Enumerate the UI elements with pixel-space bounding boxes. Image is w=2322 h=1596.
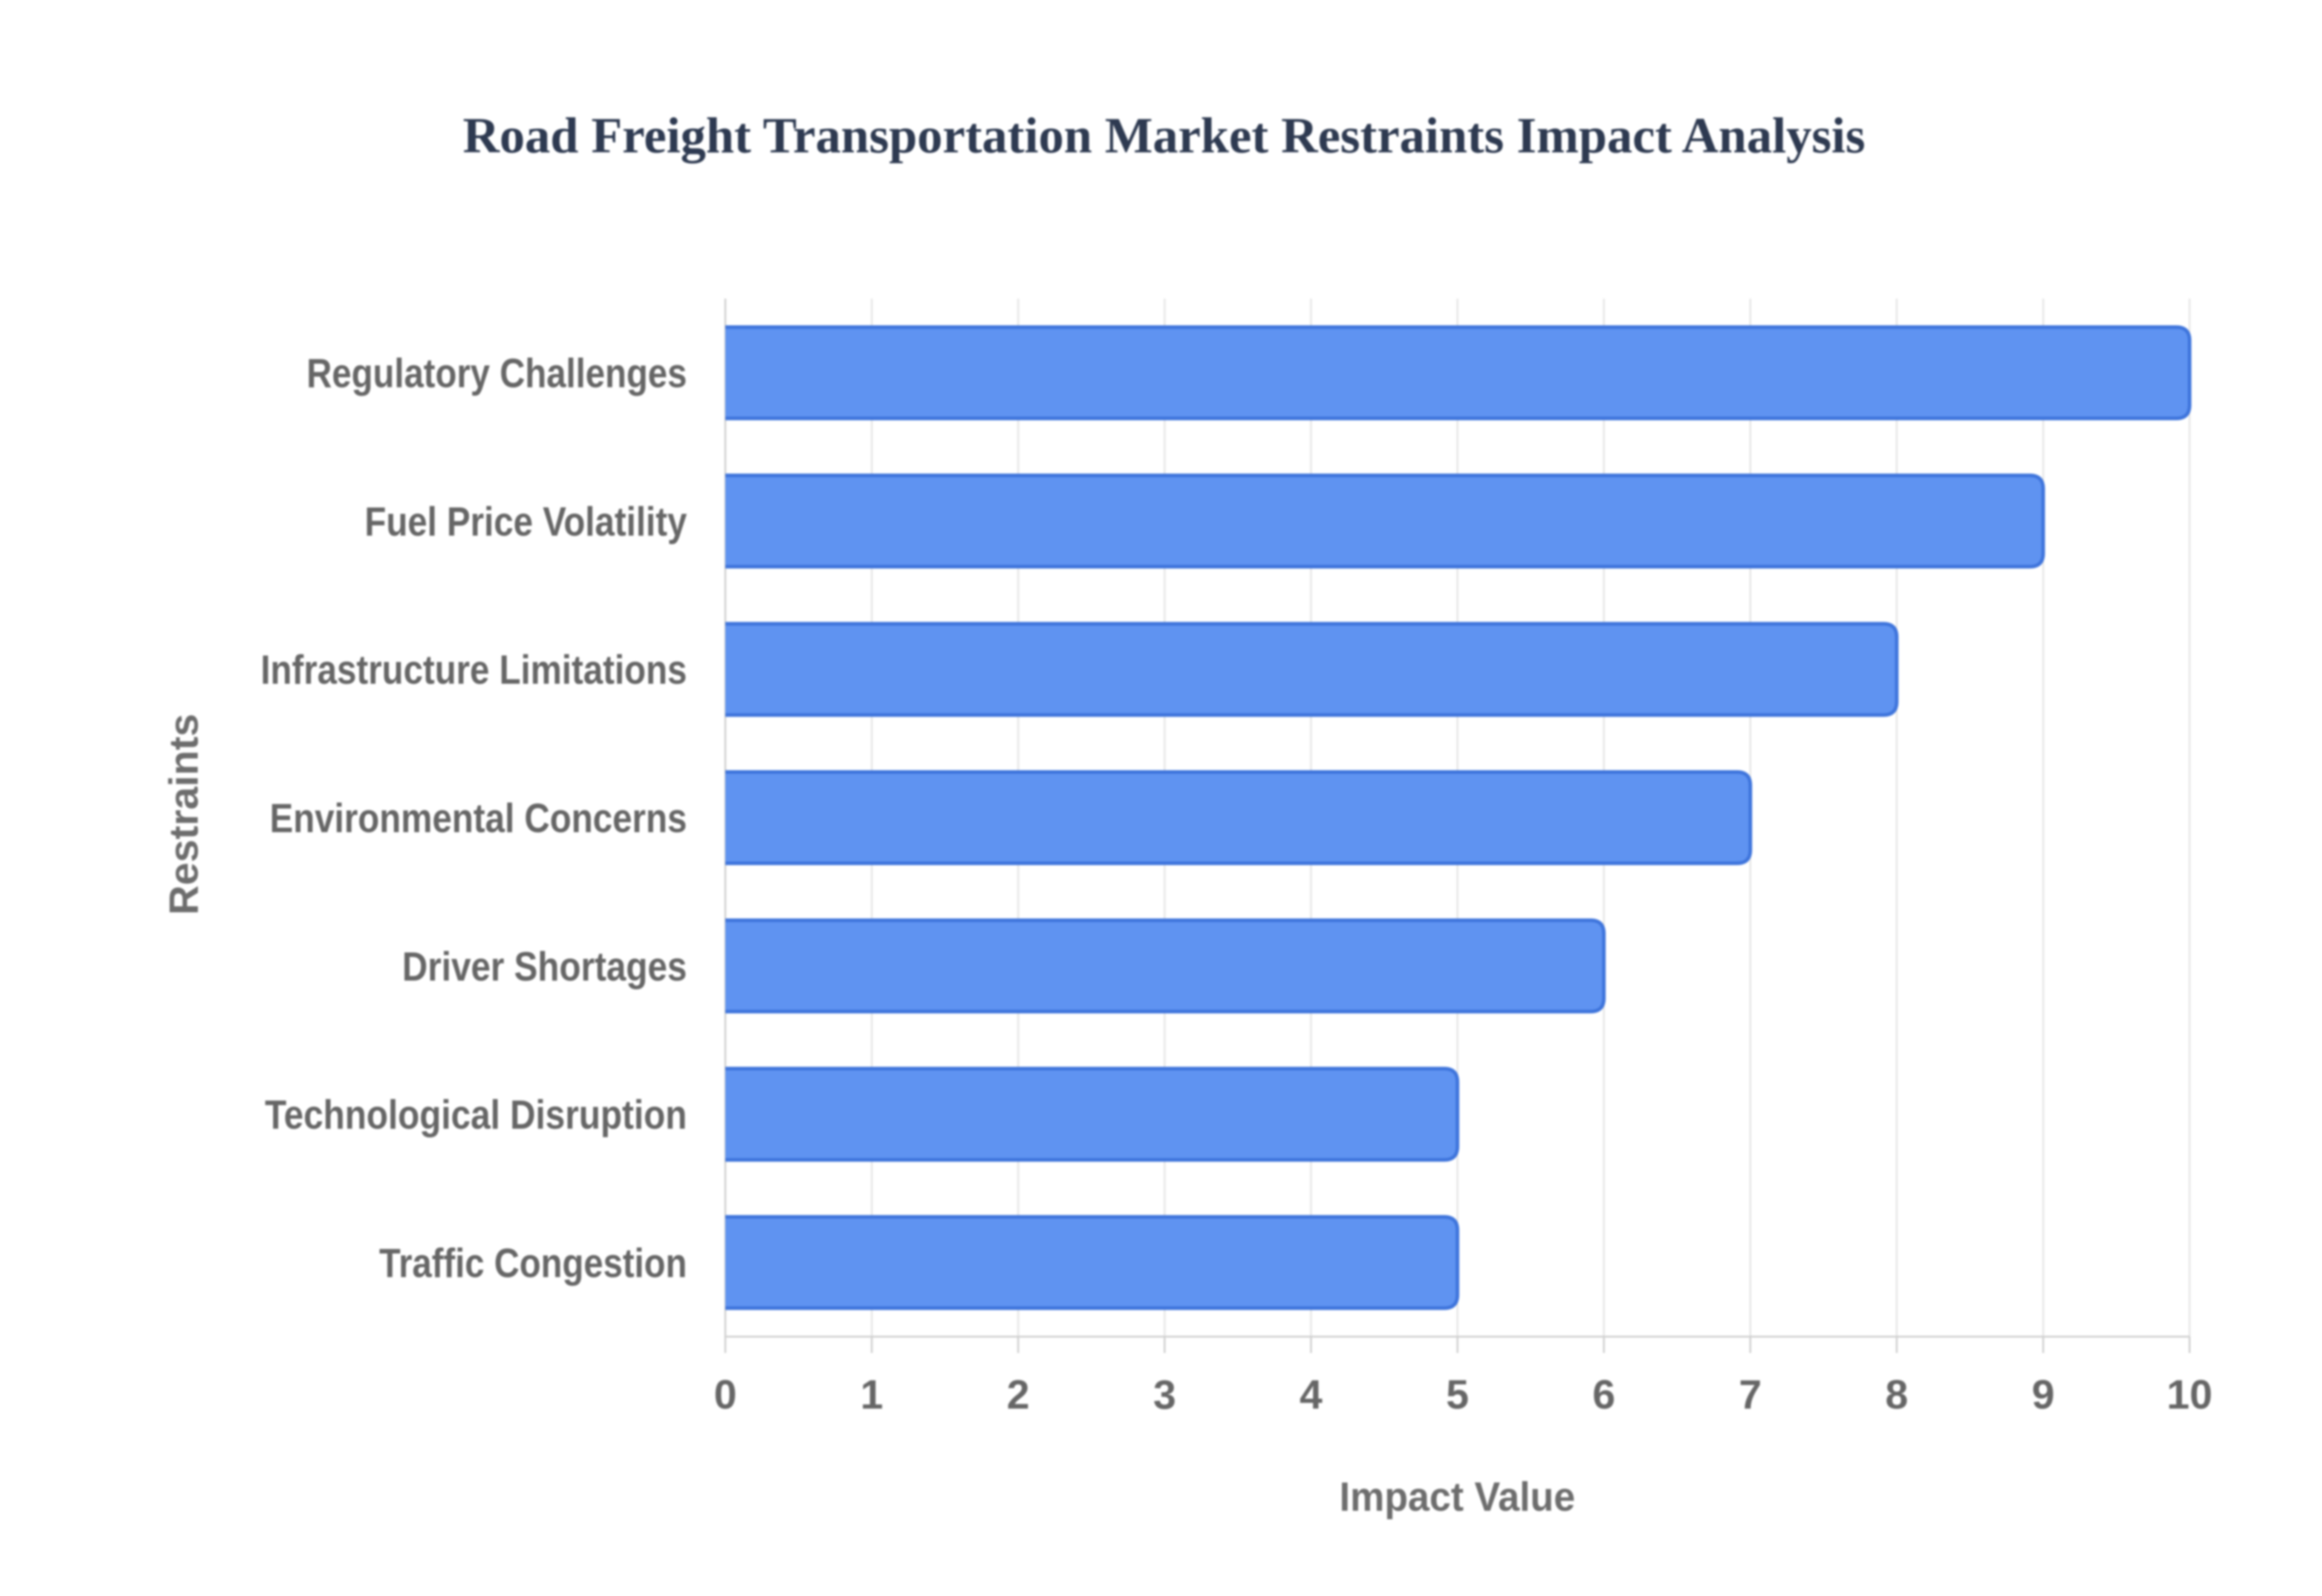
svg-text:Driver Shortages: Driver Shortages bbox=[402, 944, 687, 990]
svg-text:Road Freight Transportation Ma: Road Freight Transportation Market Restr… bbox=[463, 108, 1865, 164]
svg-text:Environmental Concerns: Environmental Concerns bbox=[270, 796, 687, 842]
svg-text:3: 3 bbox=[1153, 1372, 1176, 1418]
svg-text:2: 2 bbox=[1007, 1372, 1030, 1418]
svg-text:Traffic Congestion: Traffic Congestion bbox=[379, 1240, 687, 1286]
svg-text:7: 7 bbox=[1739, 1372, 1762, 1418]
svg-text:Technological Disruption: Technological Disruption bbox=[265, 1092, 687, 1138]
svg-text:Impact Value: Impact Value bbox=[1339, 1474, 1575, 1520]
svg-text:9: 9 bbox=[2032, 1372, 2055, 1418]
svg-text:Fuel Price Volatility: Fuel Price Volatility bbox=[365, 499, 687, 545]
svg-text:10: 10 bbox=[2167, 1372, 2213, 1418]
svg-text:8: 8 bbox=[1885, 1372, 1908, 1418]
svg-text:Restraints: Restraints bbox=[161, 714, 207, 915]
svg-text:6: 6 bbox=[1592, 1372, 1615, 1418]
svg-text:Regulatory Challenges: Regulatory Challenges bbox=[307, 351, 687, 397]
svg-text:1: 1 bbox=[860, 1372, 883, 1418]
svg-text:Infrastructure Limitations: Infrastructure Limitations bbox=[261, 647, 687, 693]
svg-text:5: 5 bbox=[1446, 1372, 1469, 1418]
svg-text:4: 4 bbox=[1299, 1372, 1322, 1418]
svg-text:0: 0 bbox=[714, 1372, 737, 1418]
